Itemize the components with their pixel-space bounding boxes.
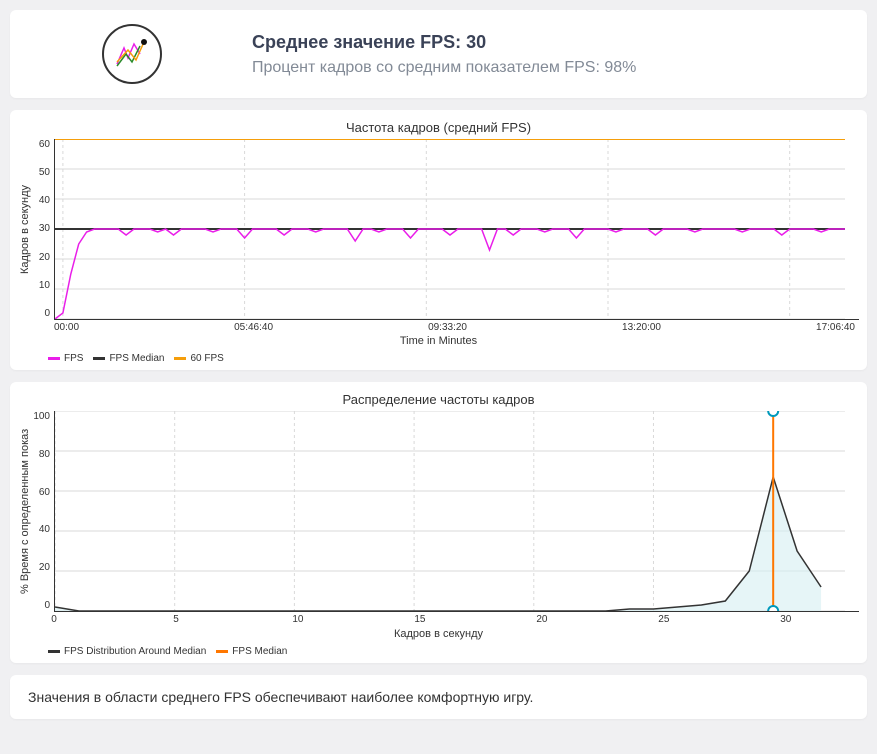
chart1-xaxis: 00:0005:46:4009:33:2013:20:0017:06:40 — [54, 322, 859, 333]
summary-card: Среднее значение FPS: 30 Процент кадров … — [10, 10, 867, 98]
fps-icon — [102, 24, 162, 84]
chart2-plot — [54, 411, 859, 612]
chart1-xlabel: Time in Minutes — [18, 335, 859, 347]
avg-fps-subtitle: Процент кадров со средним показателем FP… — [252, 59, 845, 77]
footer-note: Значения в области среднего FPS обеспечи… — [10, 675, 867, 719]
fps-distribution-chart: Распределение частоты кадров % Время с о… — [10, 382, 867, 663]
chart1-plot — [54, 139, 859, 320]
chart2-xlabel: Кадров в секунду — [18, 628, 859, 640]
chart2-title: Распределение частоты кадров — [18, 392, 859, 407]
avg-fps-title: Среднее значение FPS: 30 — [252, 32, 845, 53]
chart2-ylabel: % Время с определенным показ — [18, 411, 32, 612]
chart2-legend: FPS Distribution Around MedianFPS Median — [18, 640, 859, 657]
fps-timeline-chart: Частота кадров (средний FPS) Кадров в се… — [10, 110, 867, 370]
chart2-yaxis: 100806040200 — [32, 411, 54, 611]
chart1-ylabel: Кадров в секунду — [18, 139, 32, 320]
chart1-legend: FPSFPS Median60 FPS — [18, 347, 859, 364]
chart1-title: Частота кадров (средний FPS) — [18, 120, 859, 135]
chart2-xaxis: 051015202530 — [54, 614, 859, 626]
chart1-yaxis: 6050403020100 — [32, 139, 54, 319]
